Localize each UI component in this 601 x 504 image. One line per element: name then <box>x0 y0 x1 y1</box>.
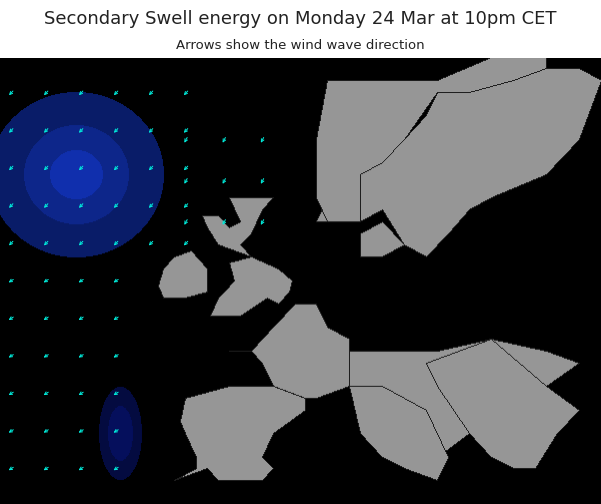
Text: Secondary Swell energy on Monday 24 Mar at 10pm CET: Secondary Swell energy on Monday 24 Mar … <box>44 10 557 28</box>
Text: Arrows show the wind wave direction: Arrows show the wind wave direction <box>176 39 425 52</box>
